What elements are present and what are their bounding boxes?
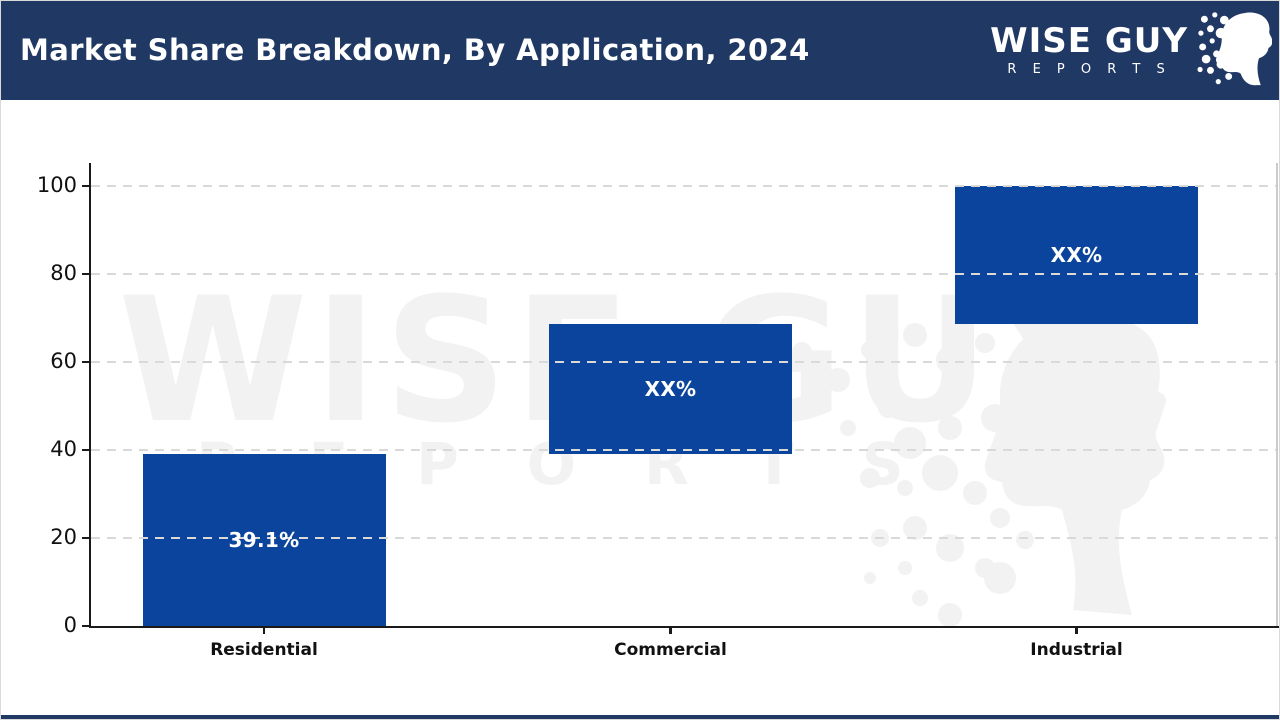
x-category-label-industrial: Industrial (1030, 640, 1123, 660)
y-tick-label: 40 (50, 437, 77, 461)
brand-logo-text: WISE GUY R E P O R T S (990, 24, 1188, 77)
y-tick-label: 60 (50, 349, 77, 373)
y-tick (82, 536, 89, 540)
y-axis-spine (88, 163, 91, 628)
x-tick (1075, 628, 1078, 634)
bar-industrial (955, 186, 1198, 325)
x-tick (669, 628, 672, 634)
y-tick-label: 80 (50, 261, 77, 285)
gridline-40 (91, 449, 1276, 451)
gridline-20 (91, 537, 1276, 539)
y-tick-label: 20 (50, 525, 77, 549)
y-tick (82, 272, 89, 276)
brand-name: WISE GUY (990, 20, 1188, 61)
bar-residential (142, 453, 386, 626)
chart-title: Market Share Breakdown, By Application, … (20, 33, 810, 67)
brand-logo: WISE GUY R E P O R T S (990, 0, 1272, 100)
x-axis-spine (88, 625, 1279, 628)
brand-subname: R E P O R T S (1007, 61, 1171, 77)
bar-value-label: XX% (644, 377, 697, 402)
header-bar: Market Share Breakdown, By Application, … (0, 0, 1280, 100)
watermark-head-icon (792, 315, 1167, 627)
gridline-60 (91, 361, 1276, 363)
y-tick (82, 184, 89, 188)
gridline-100 (91, 185, 1276, 187)
y-tick (82, 360, 89, 364)
x-category-label-residential: Residential (210, 640, 318, 660)
x-category-label-commercial: Commercial (614, 640, 727, 660)
bar-value-label: 39.1% (228, 527, 300, 552)
y-tick-label: 100 (36, 173, 77, 197)
gridline-80 (91, 273, 1276, 275)
brand-head-icon (1197, 12, 1272, 86)
bar-commercial (549, 324, 792, 454)
right-spine (1276, 163, 1278, 627)
y-tick (82, 624, 89, 628)
y-tick (82, 448, 89, 452)
bar-value-label: XX% (1050, 243, 1103, 268)
y-tick-label: 0 (63, 613, 77, 637)
footer-bar (0, 715, 1280, 720)
x-tick (262, 628, 266, 634)
